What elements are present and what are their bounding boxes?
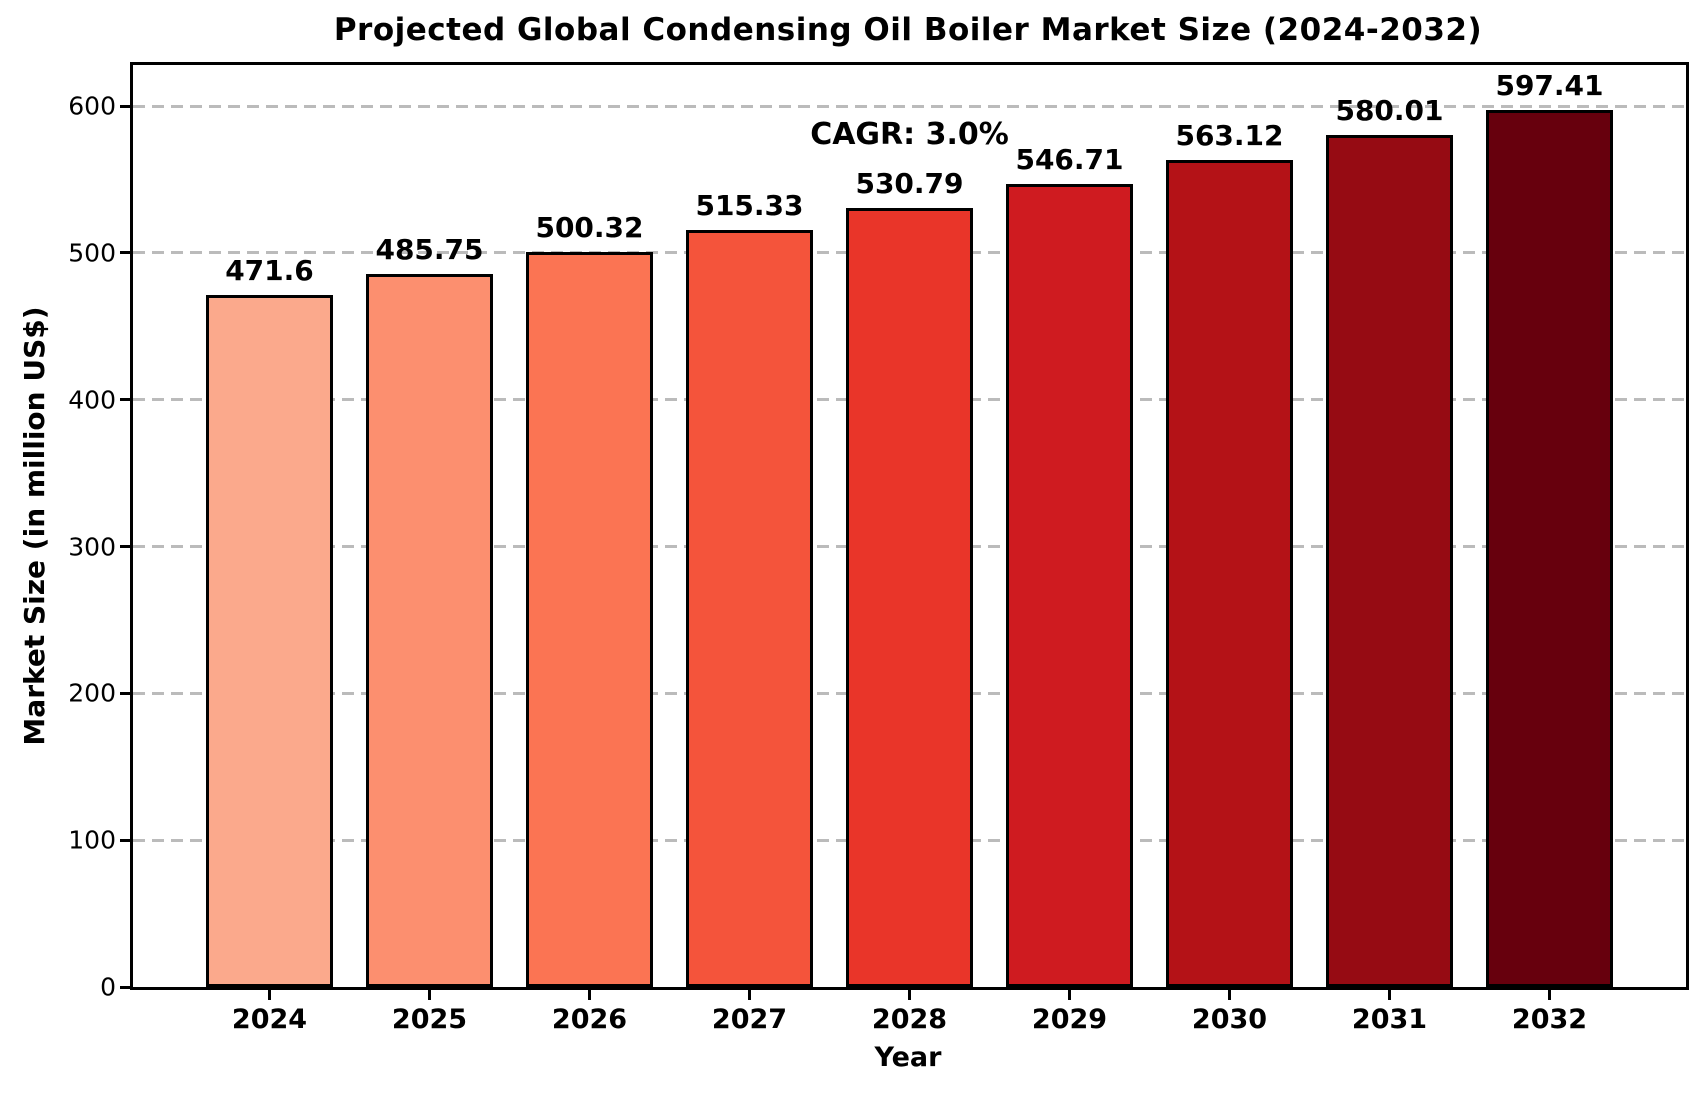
- y-tick-label: 300: [68, 532, 116, 562]
- bar-value-label: 563.12: [1175, 119, 1284, 153]
- cagr-annotation: CAGR: 3.0%: [810, 117, 1009, 152]
- x-tick-label: 2029: [1031, 1004, 1108, 1035]
- bar-value-label: 580.01: [1335, 94, 1444, 128]
- bar-value-label: 597.41: [1495, 68, 1604, 102]
- y-tick-label: 400: [68, 385, 116, 415]
- x-tick-label: 2028: [871, 1004, 948, 1035]
- x-tick-mark: [1068, 990, 1071, 1000]
- bar-2030: [1166, 160, 1293, 987]
- bar-value-label: 485.75: [375, 232, 484, 266]
- x-tick-label: 2031: [1351, 1004, 1428, 1035]
- x-axis-title: Year: [874, 1042, 942, 1073]
- bar-value-label: 530.79: [855, 166, 964, 200]
- x-tick-mark: [268, 990, 271, 1000]
- x-tick-label: 2024: [231, 1004, 308, 1035]
- bar-2024: [206, 294, 333, 987]
- x-tick-label: 2030: [1191, 1004, 1268, 1035]
- bar-2031: [1326, 135, 1453, 987]
- y-tick-label: 100: [68, 825, 116, 855]
- bar-2032: [1486, 109, 1613, 987]
- bar-2029: [1006, 184, 1133, 987]
- x-tick-label: 2027: [711, 1004, 788, 1035]
- bar-value-label: 546.71: [1015, 143, 1124, 177]
- y-tick-label: 0: [100, 972, 116, 1002]
- x-tick-label: 2025: [391, 1004, 468, 1035]
- chart-title: Projected Global Condensing Oil Boiler M…: [333, 12, 1483, 48]
- y-tick-label: 600: [68, 91, 116, 121]
- y-tick-mark: [120, 545, 130, 549]
- x-tick-label: 2032: [1511, 1004, 1588, 1035]
- x-tick-mark: [1228, 990, 1231, 1000]
- bar-value-label: 515.33: [695, 189, 804, 223]
- y-tick-mark: [120, 398, 130, 402]
- y-tick-mark: [120, 251, 130, 255]
- y-tick-label: 200: [68, 678, 116, 708]
- bar-value-label: 471.6: [225, 253, 314, 287]
- x-tick-mark: [908, 990, 911, 1000]
- y-tick-mark: [120, 838, 130, 842]
- x-tick-mark: [748, 990, 751, 1000]
- bar-2026: [526, 252, 653, 987]
- plot-area: CAGR: 3.0% 471.6 485.75 500.32 515.33 530.79…: [130, 62, 1689, 990]
- y-tick-mark: [120, 985, 130, 989]
- x-tick-mark: [1388, 990, 1391, 1000]
- x-tick-label: 2026: [551, 1004, 628, 1035]
- bar-2027: [686, 230, 813, 987]
- x-tick-mark: [1548, 990, 1551, 1000]
- x-tick-mark: [588, 990, 591, 1000]
- gridline: [133, 104, 1686, 108]
- y-tick-mark: [120, 691, 130, 695]
- y-tick-mark: [120, 104, 130, 108]
- y-tick-label: 500: [68, 238, 116, 268]
- x-tick-mark: [428, 990, 431, 1000]
- bar-value-label: 500.32: [535, 211, 644, 245]
- bar-2028: [846, 207, 973, 987]
- bar-2025: [366, 273, 493, 987]
